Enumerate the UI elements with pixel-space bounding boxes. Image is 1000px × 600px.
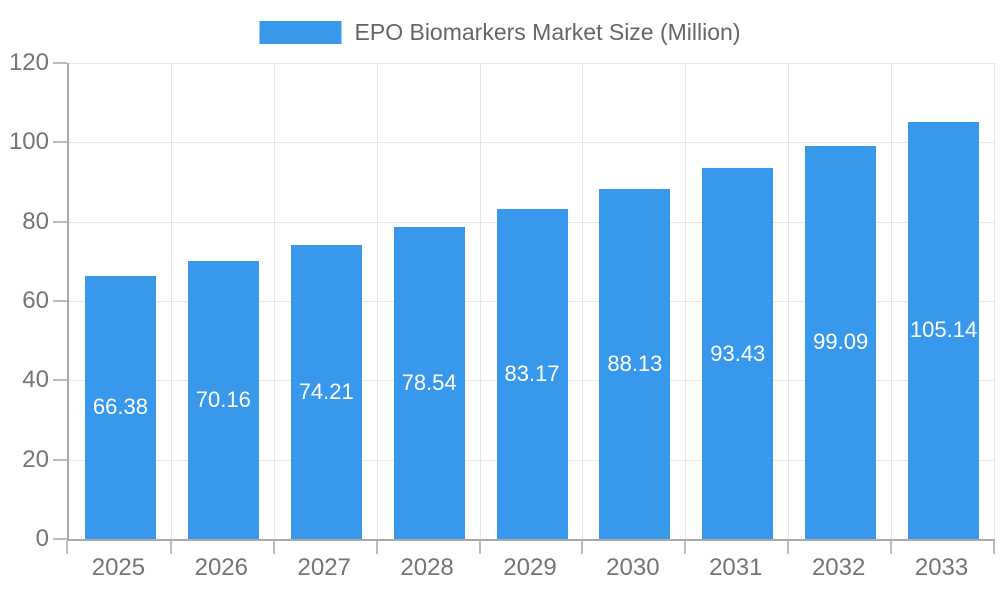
- gridline-vertical: [479, 63, 481, 539]
- plot-area: 66.38 70.16 74.21 78.54 83.17 88.13 93.43 99.09…: [67, 63, 995, 541]
- bar-2028[interactable]: 78.54: [393, 227, 465, 539]
- bar-2031[interactable]: 93.43: [702, 168, 774, 539]
- bar-2026[interactable]: 70.16: [187, 260, 259, 539]
- x-tick-mark: [684, 541, 687, 554]
- y-tick-label: 60: [22, 287, 49, 314]
- x-tick-label: 2026: [194, 554, 248, 581]
- x-tick-label: 2027: [297, 554, 351, 581]
- y-tick-mark: [53, 141, 67, 144]
- gridline-vertical: [376, 63, 378, 539]
- gridline-horizontal: [69, 63, 995, 64]
- x-tick-mark: [169, 541, 172, 554]
- x-tick-label: 2030: [606, 554, 660, 581]
- x-tick-mark: [375, 541, 378, 554]
- x-tick-label: 2031: [709, 554, 763, 581]
- y-tick-mark: [53, 220, 67, 223]
- gridline-vertical: [994, 63, 995, 539]
- y-tick-mark: [53, 538, 67, 540]
- y-tick-mark: [53, 300, 67, 302]
- bar-value-label: 78.54: [401, 370, 457, 396]
- y-tick-mark: [53, 458, 67, 461]
- x-tick-mark: [581, 541, 584, 554]
- y-tick-label: 40: [22, 366, 49, 394]
- bar-value-label: 70.16: [195, 386, 251, 412]
- bar-value-label: 93.43: [710, 340, 766, 366]
- bar-2030[interactable]: 88.13: [599, 189, 671, 539]
- bar-value-label: 66.38: [92, 394, 148, 420]
- bar-value-label: 74.21: [298, 378, 354, 404]
- y-tick-label: 80: [22, 207, 49, 235]
- x-tick-mark: [993, 541, 995, 554]
- y-tick-mark: [53, 62, 67, 64]
- bar-2033[interactable]: 105.14: [908, 121, 980, 539]
- gridline-vertical: [685, 63, 687, 539]
- gridline-vertical: [891, 63, 893, 539]
- x-tick-mark: [890, 541, 893, 554]
- x-tick-mark: [478, 541, 481, 554]
- x-tick-mark: [787, 541, 790, 554]
- bar-2032[interactable]: 99.09: [805, 145, 877, 539]
- legend-item[interactable]: EPO Biomarkers Market Size (Million): [259, 19, 741, 45]
- x-tick-label: 2028: [400, 554, 454, 581]
- bar-2027[interactable]: 74.21: [290, 244, 362, 539]
- gridline-vertical: [170, 63, 172, 539]
- gridline-vertical: [273, 63, 275, 539]
- gridline-horizontal: [69, 142, 995, 144]
- y-tick-label: 20: [22, 445, 49, 473]
- x-tick-label: 2029: [503, 554, 557, 581]
- x-tick-label: 2025: [91, 554, 146, 581]
- y-tick-label: 120: [8, 49, 49, 76]
- x-tick-mark: [272, 541, 275, 554]
- x-tick-label: 2032: [811, 554, 866, 581]
- bar-value-label: 83.17: [504, 361, 560, 387]
- bar-2029[interactable]: 83.17: [496, 209, 568, 539]
- bar-2025[interactable]: 66.38: [84, 275, 156, 539]
- bar-value-label: 88.13: [607, 351, 663, 377]
- bar-value-label: 99.09: [813, 329, 869, 355]
- bar-value-label: 105.14: [909, 317, 978, 343]
- y-tick-label: 0: [35, 525, 49, 552]
- y-tick-label: 100: [8, 128, 49, 156]
- y-tick-mark: [53, 379, 67, 382]
- x-tick-mark: [66, 541, 68, 554]
- legend-swatch: [259, 21, 342, 45]
- legend-label: EPO Biomarkers Market Size (Million): [354, 19, 741, 45]
- gridline-vertical: [788, 63, 790, 539]
- gridline-vertical: [582, 63, 584, 539]
- x-tick-label: 2033: [914, 554, 969, 581]
